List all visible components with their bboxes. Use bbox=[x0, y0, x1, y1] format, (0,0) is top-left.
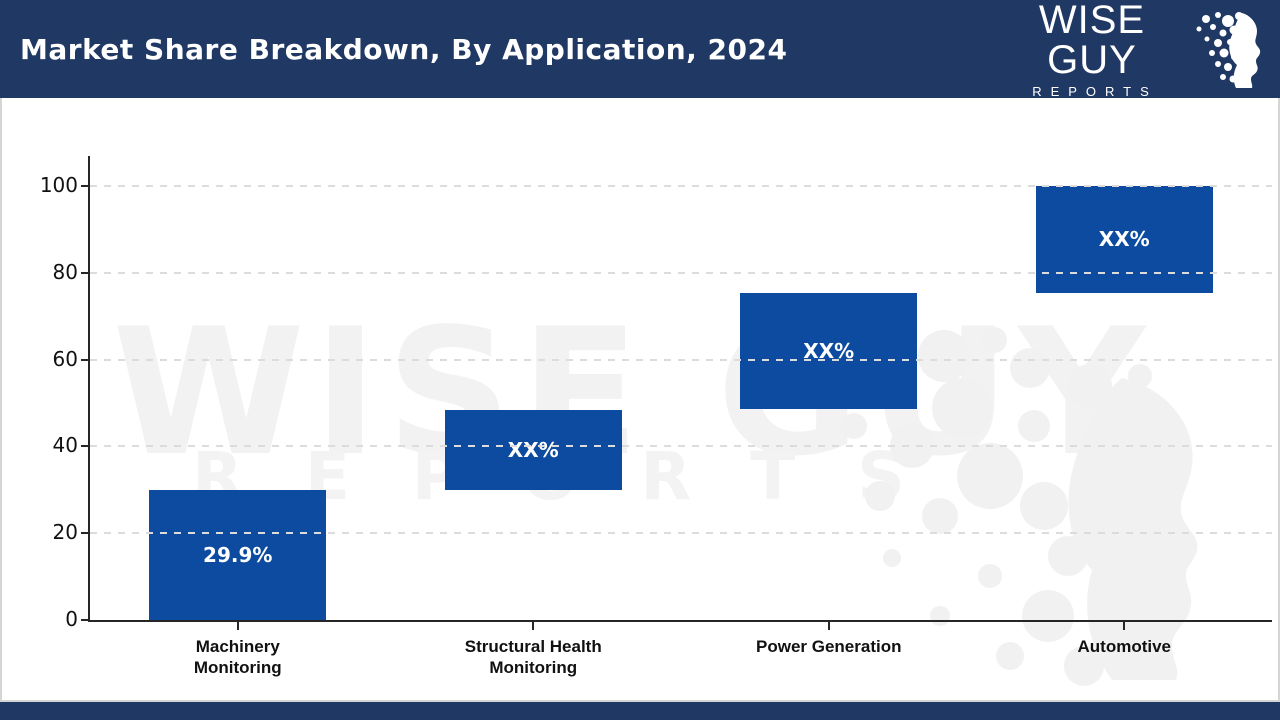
category-label: Machinery Monitoring bbox=[193, 637, 282, 678]
y-axis-tick-label: 100 bbox=[39, 173, 78, 197]
page-title: Market Share Breakdown, By Application, … bbox=[20, 32, 788, 66]
y-axis-tick bbox=[81, 445, 90, 448]
x-axis-tick bbox=[827, 622, 830, 630]
bar-value-label: XX% bbox=[507, 437, 559, 462]
y-axis-line bbox=[88, 156, 90, 622]
bar-segment: XX% bbox=[1035, 186, 1213, 293]
category-label: Structural Health Monitoring bbox=[464, 637, 602, 678]
logo-subtitle: REPORTS bbox=[1032, 83, 1158, 99]
y-axis-tick-label: 20 bbox=[52, 520, 78, 545]
y-axis-tick bbox=[81, 619, 90, 621]
gridline-y40 bbox=[90, 445, 1272, 448]
bar-segment: 29.9% bbox=[149, 490, 327, 620]
gridline-y60 bbox=[90, 358, 1272, 361]
y-axis-tick bbox=[81, 271, 90, 274]
bar-value-label: 29.9% bbox=[203, 543, 273, 568]
category-label: Automotive bbox=[1077, 637, 1172, 656]
bar-value-label: XX% bbox=[1098, 227, 1150, 252]
bar-segment: XX% bbox=[444, 409, 622, 491]
logo-wordmark: WISE GUY bbox=[1038, 0, 1146, 82]
x-axis-tick bbox=[236, 622, 239, 630]
footer-bar bbox=[0, 702, 1280, 720]
gridline-y100 bbox=[90, 185, 1272, 187]
x-axis-tick bbox=[1123, 622, 1126, 630]
y-axis-tick bbox=[81, 358, 90, 361]
chart-area: WISE GUY REPORTS 02040608010029.9%Machin… bbox=[0, 98, 1280, 702]
y-axis-tick bbox=[81, 185, 90, 187]
x-axis-tick bbox=[532, 622, 535, 630]
y-axis-tick-label: 0 bbox=[65, 607, 78, 631]
x-axis-line bbox=[88, 620, 1272, 622]
gridline-y20 bbox=[90, 532, 1272, 535]
header-bar: Market Share Breakdown, By Application, … bbox=[0, 0, 1280, 99]
wise-guy-reports-logo: WISE GUY REPORTS bbox=[1012, 0, 1262, 99]
y-axis-tick-label: 40 bbox=[52, 433, 78, 458]
y-axis-tick bbox=[81, 532, 90, 535]
logo-face-icon bbox=[1196, 12, 1261, 88]
y-axis-tick-label: 80 bbox=[52, 259, 78, 284]
gridline-y80 bbox=[90, 271, 1272, 274]
logo-text: WISE GUY REPORTS bbox=[1012, 0, 1172, 99]
y-axis-tick-label: 60 bbox=[52, 346, 78, 371]
bar-segment: XX% bbox=[740, 292, 918, 410]
category-label: Power Generation bbox=[756, 637, 902, 656]
